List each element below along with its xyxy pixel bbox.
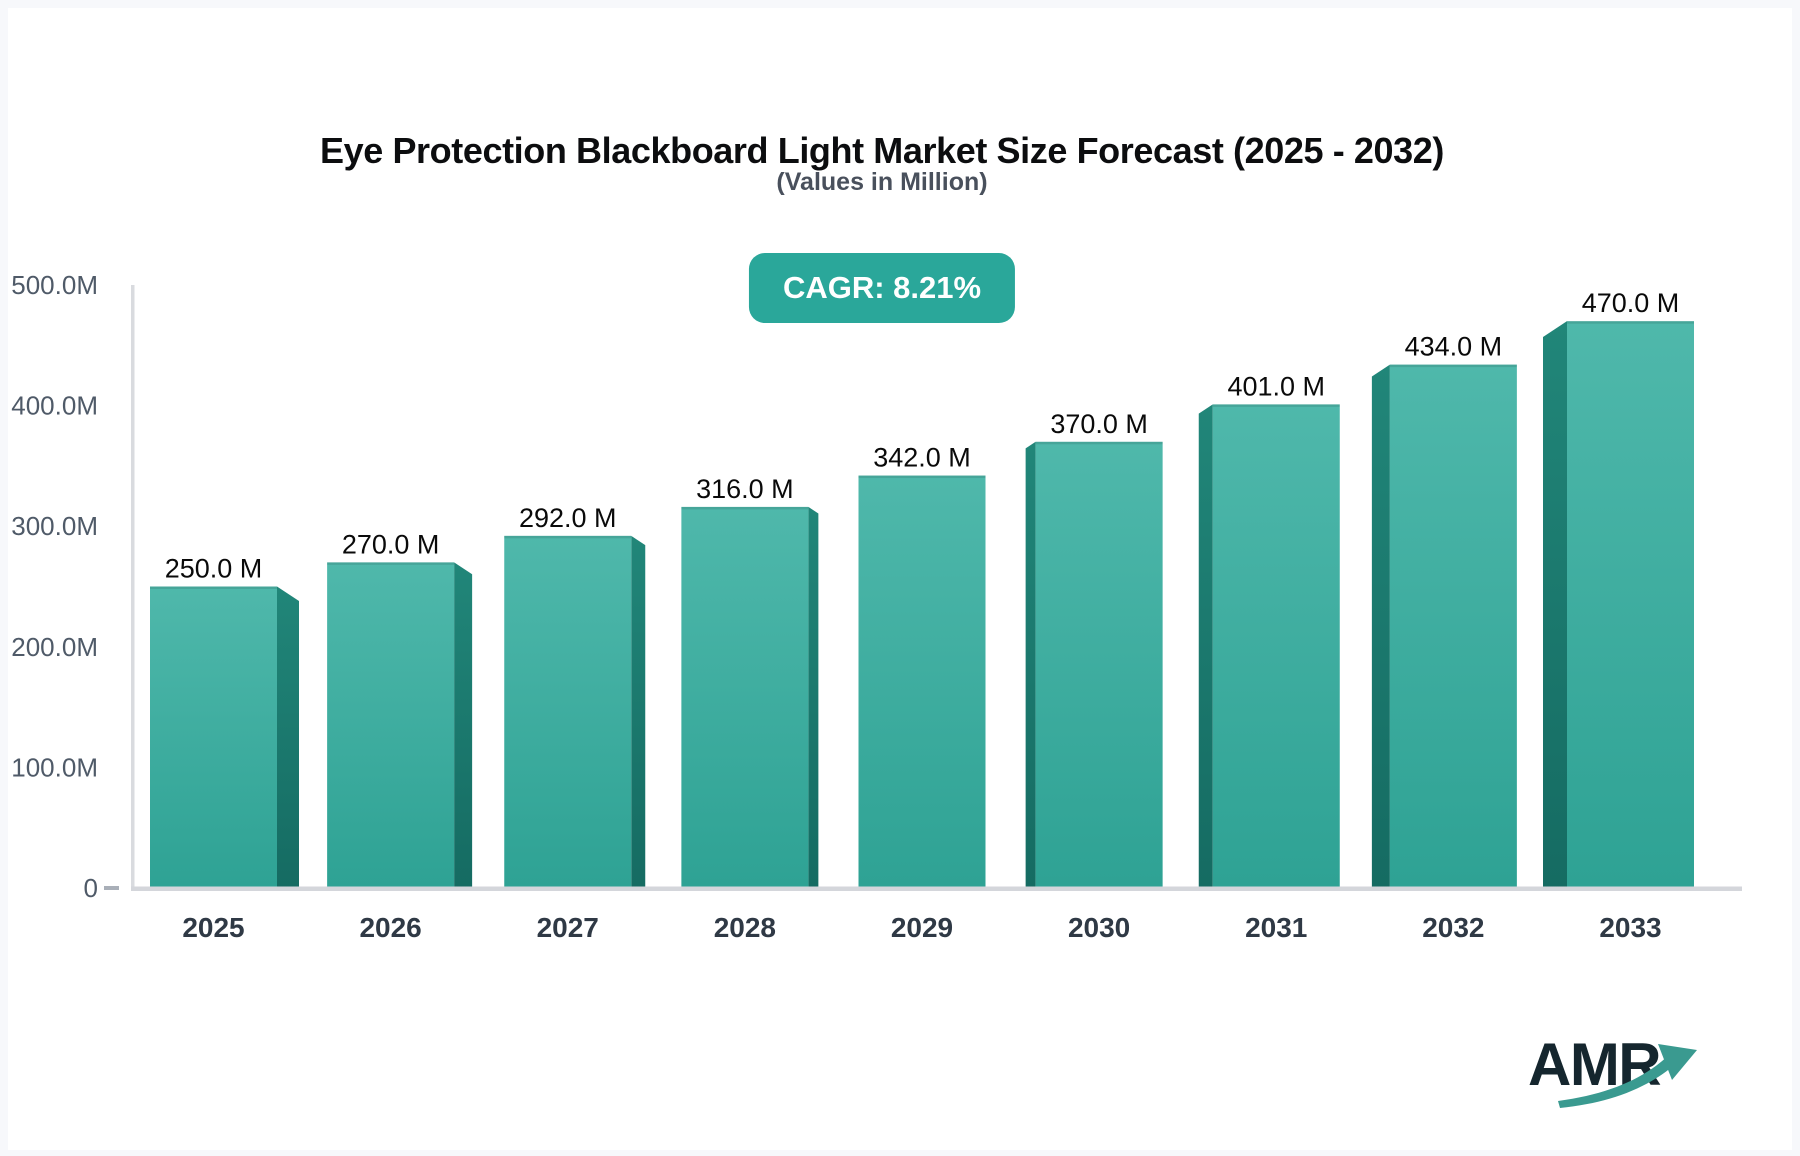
x-axis-label: 2029 [891,912,953,943]
bar-side-face [1025,441,1036,889]
bar-group-2026: 270.0 M 2026 [327,529,473,943]
page-subtitle: (Values in Million) [776,168,988,196]
bar-side-face [808,506,819,889]
growth-arrow-icon [1558,1044,1697,1108]
bar-value-label: 470.0 M [1582,288,1680,318]
bar-group-2029: 342.0 M 2029 [858,443,986,943]
bar-side-face [454,562,473,889]
bar-top-edge [1035,441,1163,445]
bar-side-face [631,535,646,889]
bar-top-edge [1212,404,1340,407]
bar-value-label: 370.0 M [1050,409,1148,439]
bar-top-edge [858,475,986,479]
zero-tick-mark [104,886,119,890]
y-axis-line [131,285,135,891]
bar-group-2028: 316.0 M 2028 [681,474,819,943]
y-axis-tick-label: 100.0M [11,752,98,782]
bar [681,506,809,889]
bar-top-edge [1389,364,1517,368]
bar [504,535,632,889]
x-axis-label: 2026 [359,912,421,943]
bar-top-edge [504,535,632,539]
bar-top-edge [1567,321,1694,324]
bar-side-face [1371,364,1390,889]
bar-group-2027: 292.0 M 2027 [504,503,646,943]
bar-group-2033: 470.0 M 2033 [1543,288,1694,943]
amr-logo: AMR [1520,1022,1730,1132]
x-axis-label: 2031 [1245,912,1307,943]
bar [1035,441,1163,889]
bar [1389,364,1517,889]
bar-group-2030: 370.0 M 2030 [1025,409,1163,943]
bar-value-label: 316.0 M [696,474,794,504]
y-axis-tick-label: 0 [84,873,98,903]
y-axis-tick-label: 500.0M [11,270,98,300]
x-axis-line [131,886,1742,891]
bar-top-edge [327,562,455,565]
bar-side-face [1198,404,1213,889]
y-axis-tick-label: 200.0M [11,632,98,662]
y-axis-tick-label: 300.0M [11,511,98,541]
bar [327,562,455,889]
bar-top-edge [681,506,809,510]
bar-group-2032: 434.0 M 2032 [1371,332,1517,943]
x-axis-label: 2028 [714,912,776,943]
bar [858,475,986,889]
x-axis-label: 2030 [1068,912,1130,943]
bar [1212,404,1340,889]
bar-side-face [1543,321,1567,889]
bar-value-label: 342.0 M [873,443,971,473]
x-axis-label: 2027 [537,912,599,943]
bar-value-label: 292.0 M [519,503,617,533]
y-axis-tick-label: 400.0M [11,391,98,421]
bar-group-2031: 401.0 M 2031 [1198,371,1340,943]
bar-group-2025: 250.0 M 2025 [150,554,299,943]
bar [150,586,277,889]
x-axis-label: 2033 [1599,912,1661,943]
bar-value-label: 250.0 M [165,554,263,584]
bar-side-face [277,586,299,889]
bar-value-label: 401.0 M [1227,371,1325,401]
bar-top-edge [150,586,277,589]
x-axis-label: 2032 [1422,912,1484,943]
x-axis-label: 2025 [182,912,244,943]
cagr-badge: CAGR: 8.21% [748,253,1016,323]
page-title: Eye Protection Blackboard Light Market S… [319,130,1444,172]
bar [1567,321,1694,889]
bar-value-label: 434.0 M [1405,332,1503,362]
bar-value-label: 270.0 M [342,529,440,559]
